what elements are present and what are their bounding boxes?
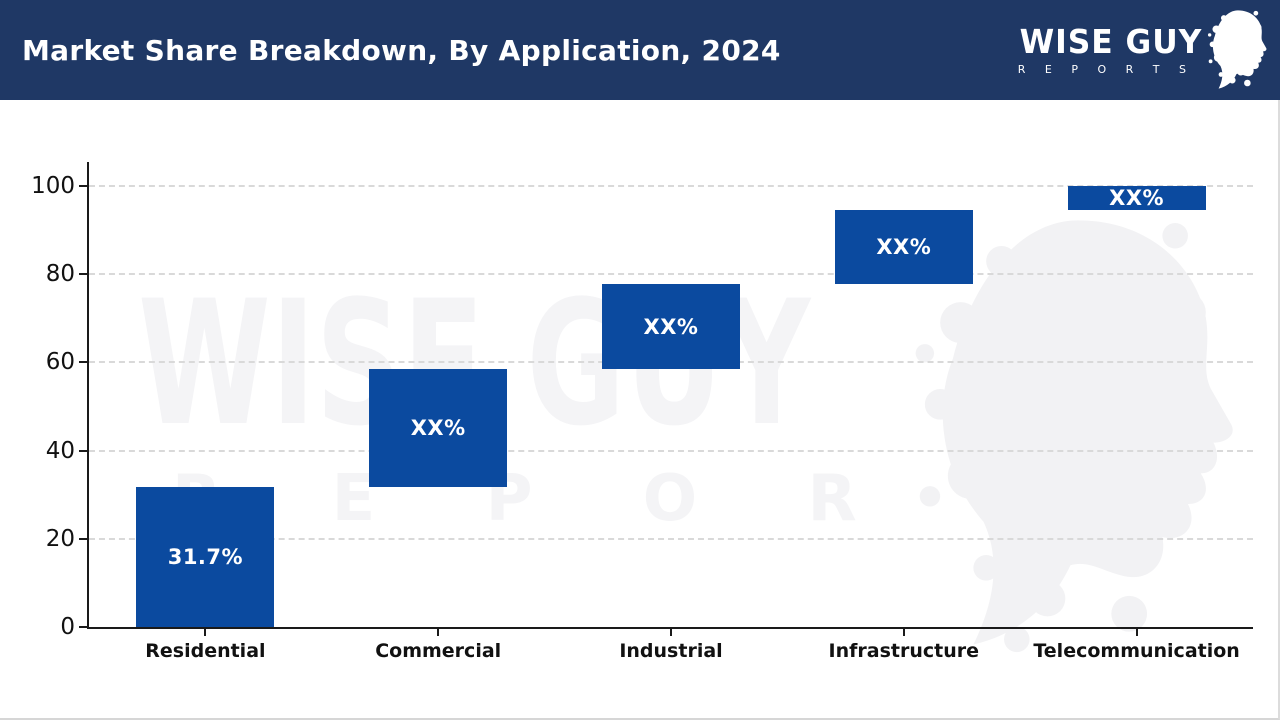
y-tick-80 (79, 273, 89, 276)
x-axis-label-commercial: Commercial (375, 640, 502, 662)
bar-value-label-infrastructure: XX% (876, 235, 932, 260)
logo-wordmark: WISE GUY (1019, 21, 1202, 61)
page-title: Market Share Breakdown, By Application, … (22, 33, 781, 67)
bar-telecommunication: XX% (1067, 185, 1206, 210)
y-tick-100 (79, 185, 89, 187)
x-tick-residential (204, 629, 207, 636)
y-tick-60 (79, 361, 89, 364)
y-tick-label-0: 0 (60, 614, 75, 640)
x-axis-label-telecommunication: Telecommunication (1033, 640, 1240, 662)
x-axis-label-residential: Residential (145, 640, 266, 662)
y-tick-label-100: 100 (31, 173, 75, 199)
x-tick-telecommunication (1135, 629, 1138, 636)
y-tick-label-40: 40 (45, 437, 75, 464)
y-tick-40 (79, 449, 89, 452)
y-tick-label-60: 60 (45, 349, 75, 376)
bar-infrastructure: XX% (834, 209, 973, 285)
bar-value-label-commercial: XX% (410, 416, 466, 441)
x-axis-label-infrastructure: Infrastructure (828, 640, 980, 662)
logo-head-profile-icon (1207, 10, 1267, 89)
x-tick-infrastructure (902, 629, 905, 636)
x-tick-commercial (437, 629, 440, 636)
y-tick-0 (79, 626, 89, 628)
bar-residential: 31.7% (136, 487, 275, 627)
gridline-100 (89, 185, 1253, 187)
bar-industrial: XX% (602, 284, 740, 370)
wise-guy-logo: WISE GUY R E P O R T S (1010, 6, 1280, 94)
x-axis-label-industrial: Industrial (619, 640, 723, 662)
logo-text: WISE GUY R E P O R T S (1010, 25, 1202, 76)
bar-value-label-industrial: XX% (643, 314, 699, 339)
x-axis-line (87, 627, 1253, 629)
bar-value-label-telecommunication: XX% (1109, 185, 1165, 210)
y-tick-label-20: 20 (45, 525, 75, 552)
logo-subtitle: R E P O R T S (1017, 62, 1194, 76)
x-tick-industrial (670, 629, 672, 636)
bar-value-label-residential: 31.7% (167, 545, 244, 570)
gridline-80 (89, 273, 1253, 276)
y-axis-line (87, 162, 89, 629)
y-tick-label-80: 80 (45, 261, 75, 288)
gridline-40 (89, 449, 1253, 452)
header-bar: Market Share Breakdown, By Application, … (0, 0, 1280, 100)
bar-commercial: XX% (369, 369, 508, 488)
y-tick-20 (79, 537, 89, 540)
waterfall-chart: 0 20 40 60 80 100 31.7% Residential XX% Commercia… (0, 100, 1278, 718)
gridline-20 (89, 537, 1253, 540)
chart-area: WISE GUY R E P O R T S 0 20 40 60 80 100 31.7%… (0, 100, 1280, 720)
